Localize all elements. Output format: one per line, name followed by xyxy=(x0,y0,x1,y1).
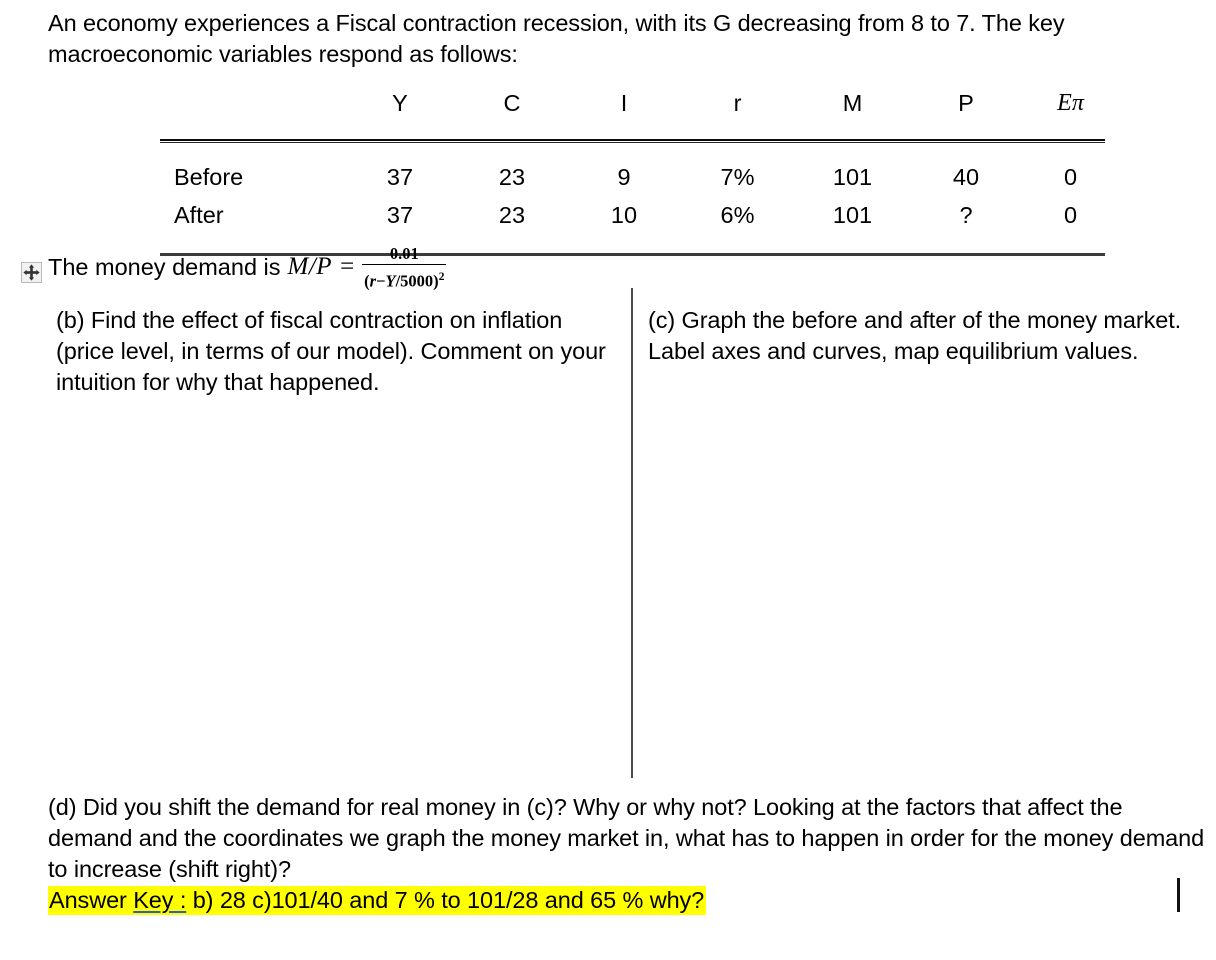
answer-key-line: Answer Key : b) 28 c)101/40 and 7 % to 1… xyxy=(48,885,707,916)
table-header-P: P xyxy=(958,89,974,116)
cell-before-C: 23 xyxy=(498,163,526,190)
text-caret xyxy=(1177,878,1180,912)
denominator-open-paren: ( xyxy=(364,271,370,291)
answer-key-keyword: Key : xyxy=(133,887,187,913)
money-demand-denominator: (r−Y/5000)2 xyxy=(362,265,446,292)
cell-after-Y: 37 xyxy=(386,201,414,228)
cell-after-P: ? xyxy=(959,201,973,228)
intro-paragraph: An economy experiences a Fiscal contract… xyxy=(48,10,1065,67)
money-demand-fraction: 0.01 (r−Y/5000)2 xyxy=(362,244,447,292)
table-header-Y: Y xyxy=(392,89,408,116)
table-header-C: C xyxy=(503,89,521,116)
denominator-rest: /5000) xyxy=(395,271,439,291)
cell-after-Epi: 0 xyxy=(1063,201,1078,228)
cell-before-P: 40 xyxy=(952,163,980,190)
fraction-bar xyxy=(362,264,447,265)
denominator-r: r xyxy=(369,271,377,291)
cell-before-Epi: 0 xyxy=(1063,163,1078,190)
denominator-minus: − xyxy=(376,271,386,291)
table-top-rule-row xyxy=(160,120,1119,158)
denominator-Y: Y xyxy=(385,271,396,291)
table-header-row: Y C I r M P Eπ xyxy=(160,86,1119,120)
denominator-exponent: 2 xyxy=(438,271,445,283)
macro-variables-table: Y C I r M P Eπ Before 37 23 9 7% 101 xyxy=(160,86,1119,272)
answer-key-body: b) 28 c)101/40 and 7 % to 101/28 and 65 … xyxy=(186,887,705,913)
money-demand-equals: = xyxy=(340,252,355,280)
answer-key-prefix: Answer xyxy=(49,887,134,913)
cell-after-r: 6% xyxy=(720,201,755,228)
cell-after-I: 10 xyxy=(610,201,638,228)
table-row: After 37 23 10 6% 101 ? 0 xyxy=(160,196,1119,234)
table-header-r: r xyxy=(733,89,742,116)
money-demand-lhs: M/P xyxy=(287,252,333,280)
table-header-M: M xyxy=(842,89,863,116)
table-top-rule xyxy=(160,139,1105,143)
money-demand-lead-text: The money demand is xyxy=(48,253,281,280)
money-demand-numerator: 0.01 xyxy=(389,244,419,263)
table-header-I: I xyxy=(620,89,628,116)
table-bottom-rule-cell xyxy=(160,234,1119,272)
row-label-before: Before xyxy=(174,163,244,190)
answer-key-highlight: Answer Key : b) 28 c)101/40 and 7 % to 1… xyxy=(48,886,707,915)
cell-before-r: 7% xyxy=(720,163,755,190)
macro-variables-table-wrapper: Y C I r M P Eπ Before 37 23 9 7% 101 xyxy=(160,86,1105,272)
cell-before-Y: 37 xyxy=(386,163,414,190)
cell-before-I: 9 xyxy=(617,163,631,190)
table-bottom-rule xyxy=(160,253,1105,256)
question-c-text: (c) Graph the before and after of the mo… xyxy=(648,307,1182,364)
column-divider xyxy=(631,288,633,778)
question-d-text: (d) Did you shift the demand for real mo… xyxy=(48,794,1205,882)
money-demand-line: The money demand is M/P = 0.01 (r−Y/5000… xyxy=(48,243,447,292)
table-header-expected-inflation: Eπ xyxy=(1057,89,1084,116)
table-row: Before 37 23 9 7% 101 40 0 xyxy=(160,158,1119,196)
move-handle-icon[interactable] xyxy=(21,262,42,283)
cell-before-M: 101 xyxy=(832,163,873,190)
table-bottom-rule-row xyxy=(160,234,1119,272)
table-header-blank xyxy=(160,86,344,120)
question-b-text: (b) Find the effect of fiscal contractio… xyxy=(56,307,606,395)
cell-after-C: 23 xyxy=(498,201,526,228)
cell-after-M: 101 xyxy=(832,201,873,228)
table-top-rule-cell xyxy=(160,120,1119,158)
row-label-after: After xyxy=(174,201,224,228)
